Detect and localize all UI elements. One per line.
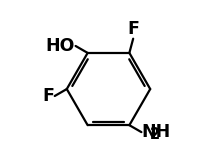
Text: 2: 2	[150, 127, 160, 142]
Text: HO: HO	[45, 37, 75, 55]
Text: NH: NH	[142, 123, 171, 141]
Text: F: F	[127, 20, 139, 38]
Text: F: F	[42, 87, 54, 105]
